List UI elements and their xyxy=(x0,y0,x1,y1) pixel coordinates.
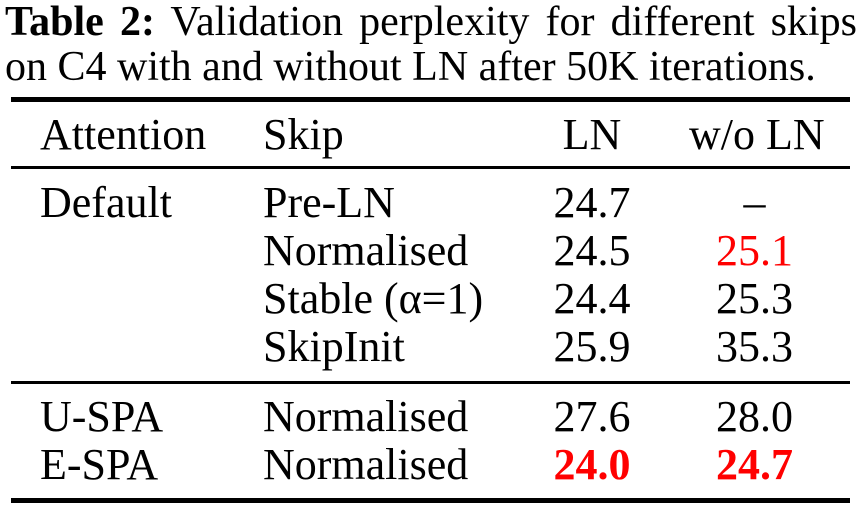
cell-attention xyxy=(11,275,263,323)
cell-ln: 25.9 xyxy=(553,322,631,371)
caption-line-2: on C4 with and without LN after 50K iter… xyxy=(5,44,816,90)
table-row: SkipInit 25.9 35.3 xyxy=(11,323,850,371)
table-row: E-SPA Normalised 24.0 24.7 xyxy=(11,441,850,489)
table-section-spa: U-SPA Normalised 27.6 28.0 E-SPA Normali… xyxy=(11,384,850,498)
column-header-skip: Skip xyxy=(263,109,344,159)
cell-ln: 24.7 xyxy=(553,178,631,227)
cell-skip: Normalised xyxy=(263,392,469,441)
cell-skip: Normalised xyxy=(263,226,469,275)
cell-wo-ln: 35.3 xyxy=(716,322,793,371)
table-row: Stable (α=1) 24.4 25.3 xyxy=(11,275,850,323)
cell-wo-ln: – xyxy=(743,178,766,227)
cell-attention xyxy=(11,227,263,275)
caption-text: Validation perplexity for different skip… xyxy=(154,0,857,45)
column-header-ln: LN xyxy=(562,109,622,159)
table-row: Default Pre-LN 24.7 – xyxy=(11,179,850,227)
cell-skip: SkipInit xyxy=(263,322,405,371)
cell-ln: 24.4 xyxy=(553,274,631,323)
table-caption: Table 2: Validation perplexity for diffe… xyxy=(5,0,857,90)
table-row: U-SPA Normalised 27.6 28.0 xyxy=(11,393,850,441)
cell-attention xyxy=(11,323,263,371)
table-rule-mid-1 xyxy=(11,166,850,169)
cell-skip: Pre-LN xyxy=(263,178,395,227)
cell-wo-ln: 24.7 xyxy=(716,440,793,489)
cell-ln: 24.0 xyxy=(553,440,631,489)
cell-skip: Stable (α=1) xyxy=(263,274,484,323)
column-header-attention: Attention xyxy=(40,109,207,159)
caption-label: Table 2: xyxy=(5,0,155,45)
table-row: Normalised 24.5 25.1 xyxy=(11,227,850,275)
cell-attention: U-SPA xyxy=(40,392,164,441)
cell-wo-ln: 25.1 xyxy=(716,226,793,275)
results-table: Attention Skip LN w/o LN Default Pre-LN … xyxy=(11,97,850,503)
cell-wo-ln: 25.3 xyxy=(716,274,793,323)
table-section-default: Default Pre-LN 24.7 – Normalised 24.5 25… xyxy=(11,169,850,381)
caption-line-1: Table 2: Validation perplexity for diffe… xyxy=(5,0,857,45)
table-rule-top xyxy=(11,97,850,102)
cell-ln: 24.5 xyxy=(553,226,631,275)
cell-attention: Default xyxy=(40,178,172,227)
cell-wo-ln: 28.0 xyxy=(716,392,793,441)
cell-attention: E-SPA xyxy=(40,440,159,489)
column-header-wo-ln: w/o LN xyxy=(689,109,825,159)
cell-ln: 27.6 xyxy=(553,392,631,441)
table-rule-mid-2 xyxy=(11,381,850,384)
table-header-row: Attention Skip LN w/o LN xyxy=(11,102,850,166)
table-rule-bottom xyxy=(11,498,850,503)
cell-skip: Normalised xyxy=(263,440,469,489)
